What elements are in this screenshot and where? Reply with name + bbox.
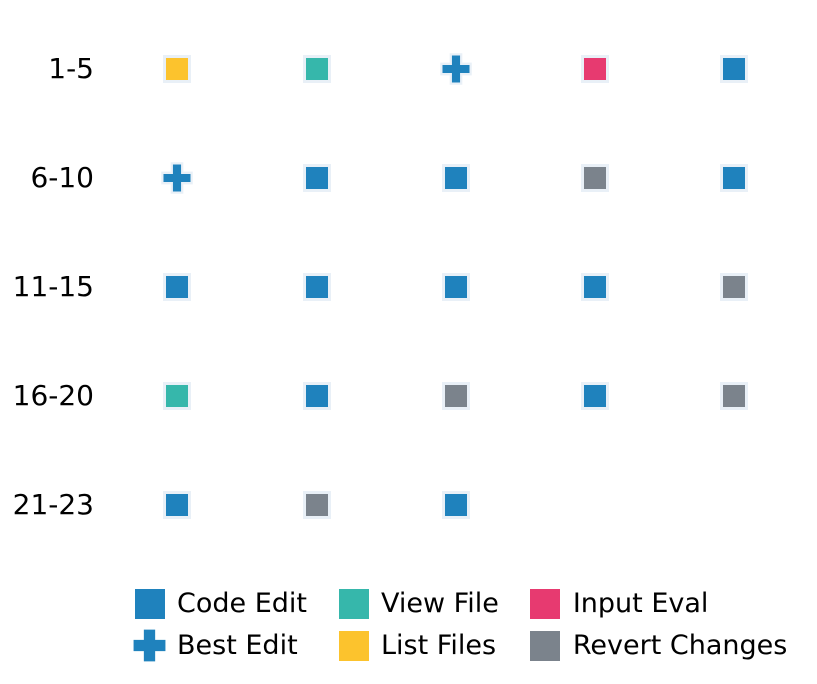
legend-item-best-edit: Best Edit [131, 627, 307, 664]
marker-code-edit [442, 164, 470, 192]
legend-label: Revert Changes [572, 630, 788, 661]
marker-code-edit [163, 273, 191, 301]
code-edit-square-icon [131, 585, 168, 622]
legend-label: Code Edit [177, 588, 307, 619]
best-edit-plus-icon [131, 627, 168, 664]
input-eval-square-icon [527, 585, 564, 622]
legend: Code Edit Best Edit View File List Files Inp… [131, 585, 787, 664]
row-label-16-20: 16-20 [12, 379, 94, 412]
marker-code-edit [303, 164, 331, 192]
marker-code-edit [581, 382, 609, 410]
legend-column: View File List Files [335, 585, 499, 664]
legend-label: View File [381, 588, 499, 619]
marker-input-eval [581, 55, 609, 83]
revert-changes-square-icon [527, 627, 564, 664]
marker-best-edit [440, 53, 472, 85]
marker-code-edit [163, 491, 191, 519]
row-label-6-10: 6-10 [30, 161, 94, 194]
legend-item-view-file: View File [335, 585, 499, 622]
marker-revert-changes [720, 273, 748, 301]
marker-code-edit [720, 164, 748, 192]
marker-view-file [163, 382, 191, 410]
marker-code-edit [720, 55, 748, 83]
marker-code-edit [442, 273, 470, 301]
marker-revert-changes [442, 382, 470, 410]
legend-item-code-edit: Code Edit [131, 585, 307, 622]
marker-code-edit [581, 273, 609, 301]
marker-list-files [163, 55, 191, 83]
legend-item-revert-changes: Revert Changes [527, 627, 787, 664]
row-label-1-5: 1-5 [48, 52, 94, 85]
marker-view-file [303, 55, 331, 83]
marker-revert-changes [720, 382, 748, 410]
marker-revert-changes [303, 491, 331, 519]
legend-item-list-files: List Files [335, 627, 499, 664]
legend-column: Input Eval Revert Changes [527, 585, 787, 664]
marker-code-edit [303, 382, 331, 410]
legend-item-input-eval: Input Eval [527, 585, 787, 622]
marker-revert-changes [581, 164, 609, 192]
view-file-square-icon [335, 585, 372, 622]
legend-label: List Files [381, 630, 497, 661]
legend-column: Code Edit Best Edit [131, 585, 307, 664]
marker-best-edit [161, 162, 193, 194]
legend-label: Best Edit [177, 630, 298, 661]
list-files-square-icon [335, 627, 372, 664]
row-label-11-15: 11-15 [12, 270, 94, 303]
marker-code-edit [442, 491, 470, 519]
row-label-21-23: 21-23 [12, 488, 94, 521]
marker-code-edit [303, 273, 331, 301]
legend-label: Input Eval [572, 588, 709, 619]
